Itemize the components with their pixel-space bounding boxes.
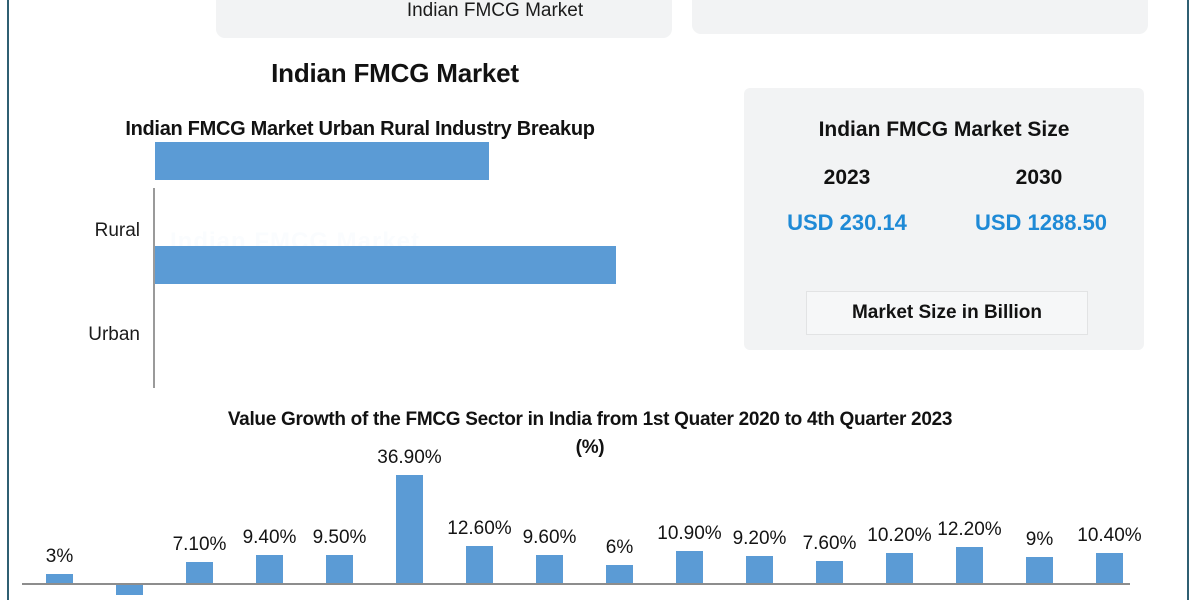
market-size-year-right: 2030 — [1015, 166, 1063, 189]
market-size-year-left: 2023 — [823, 166, 871, 189]
page-title: Indian FMCG Market — [271, 58, 519, 88]
quarterly-growth-bar — [676, 551, 703, 583]
urban-rural-category-label-urban: Urban — [88, 324, 140, 345]
market-size-unit-note: Market Size in Billion — [806, 291, 1088, 335]
quarterly-growth-bar — [466, 546, 493, 583]
quarterly-growth-chart: Value Growth of the FMCG Sector in India… — [0, 400, 1200, 600]
quarterly-growth-value-label: 6% — [605, 537, 634, 559]
quarterly-growth-bar — [1026, 556, 1053, 583]
top-card-right: 2024-2030 — [692, 0, 1148, 34]
quarterly-growth-bar — [816, 560, 843, 583]
quarterly-growth-bar — [1096, 552, 1123, 583]
quarterly-growth-title-line2: (%) — [575, 436, 605, 458]
quarterly-growth-value-label: 9.60% — [522, 526, 577, 548]
quarterly-growth-value-label: 12.20% — [937, 519, 1002, 541]
quarterly-growth-value-label: 3% — [45, 546, 74, 568]
quarterly-growth-bar — [536, 554, 563, 583]
quarterly-growth-bar — [116, 585, 143, 596]
quarterly-growth-bar — [956, 547, 983, 583]
quarterly-growth-value-label: 9.50% — [312, 527, 367, 549]
urban-rural-breakup-chart: Indian FMCG Market Urban Rural Industry … — [0, 110, 700, 400]
market-size-panel: Indian FMCG Market Size 2023 2030 USD 23… — [744, 88, 1144, 350]
quarterly-growth-bar — [606, 565, 633, 583]
quarterly-growth-bar — [256, 555, 283, 583]
top-card-left-title: Indian FMCG Market — [406, 0, 584, 21]
quarterly-growth-chart-title: Value Growth of the FMCG Sector in India… — [140, 406, 1040, 461]
quarterly-growth-value-label: 12.60% — [447, 518, 512, 540]
urban-rural-bar-rural — [155, 142, 490, 180]
quarterly-growth-bar — [886, 553, 913, 583]
quarterly-growth-bar — [396, 475, 423, 583]
market-size-value-right: USD 1288.50 — [974, 210, 1108, 235]
quarterly-growth-title-line1: Value Growth of the FMCG Sector in India… — [227, 409, 953, 430]
quarterly-growth-plot-area: 3% 7.10% 9.40% 9.50% 36.90% 12.60% 9.60% 6% 10.9… — [0, 400, 1200, 600]
urban-rural-category-label-rural: Rural — [94, 220, 140, 241]
quarterly-growth-value-label: 10.40% — [1077, 524, 1142, 546]
market-size-title: Indian FMCG Market Size — [818, 118, 1070, 141]
quarterly-growth-bar — [326, 555, 353, 583]
quarterly-growth-value-label: 7.60% — [802, 532, 857, 554]
quarterly-growth-value-label: 10.90% — [657, 523, 722, 545]
quarterly-growth-value-label: 9% — [1025, 528, 1054, 550]
urban-rural-bar-urban — [155, 246, 616, 284]
market-size-value-left: USD 230.14 — [787, 210, 907, 235]
quarterly-growth-value-label: 10.20% — [867, 525, 932, 547]
quarterly-growth-baseline — [22, 583, 1130, 585]
urban-rural-value-axis — [153, 188, 155, 388]
quarterly-growth-bar — [46, 574, 73, 583]
urban-rural-title-line1: Indian FMCG Market Urban Rural Industry … — [125, 118, 595, 140]
page-border-left — [7, 0, 9, 600]
top-card-left: Indian FMCG Market — [216, 0, 672, 38]
quarterly-growth-value-label: 9.40% — [242, 527, 297, 549]
page-border-right — [1187, 0, 1189, 600]
quarterly-growth-bar — [746, 556, 773, 583]
quarterly-growth-bar — [186, 562, 213, 583]
quarterly-growth-value-label: 9.20% — [732, 528, 787, 550]
top-card-right-text: 2024-2030 — [802, 0, 1130, 4]
quarterly-growth-value-label: 7.10% — [172, 534, 227, 556]
quarterly-growth-value-label: 36.90% — [377, 447, 442, 468]
top-card-right-subtitle: 2024-2030 — [802, 0, 1130, 4]
